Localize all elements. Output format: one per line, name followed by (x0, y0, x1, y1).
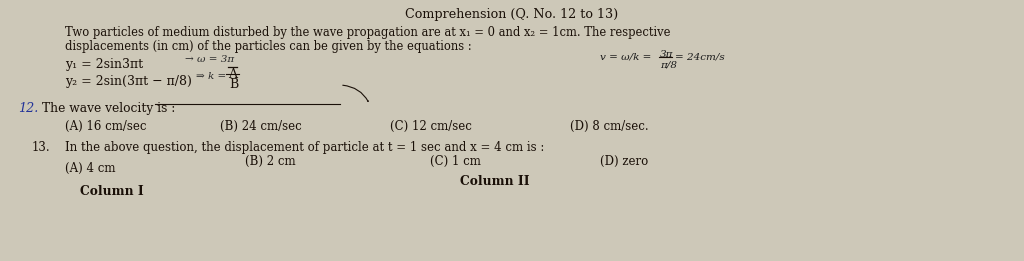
Text: π/8: π/8 (660, 60, 677, 69)
Text: Column II: Column II (460, 175, 529, 188)
Text: (C) 1 cm: (C) 1 cm (430, 155, 481, 168)
Text: 13.: 13. (32, 141, 50, 154)
Text: 12.: 12. (18, 102, 38, 115)
Text: A: A (228, 68, 237, 81)
Text: (A) 16 cm/sec: (A) 16 cm/sec (65, 120, 146, 133)
Text: Two particles of medium disturbed by the wave propagation are at x₁ = 0 and x₂ =: Two particles of medium disturbed by the… (65, 26, 671, 39)
Text: (B) 24 cm/sec: (B) 24 cm/sec (220, 120, 302, 133)
Text: (A) 4 cm: (A) 4 cm (65, 162, 116, 175)
Text: (D) zero: (D) zero (600, 155, 648, 168)
Text: = 24cm/s: = 24cm/s (675, 52, 725, 61)
Text: The wave velocity is :: The wave velocity is : (42, 102, 175, 115)
Text: (D) 8 cm/sec.: (D) 8 cm/sec. (570, 120, 648, 133)
Text: (B) 2 cm: (B) 2 cm (245, 155, 296, 168)
Text: In the above question, the displacement of particle at t = 1 sec and x = 4 cm is: In the above question, the displacement … (65, 141, 545, 154)
Text: → ω = 3π: → ω = 3π (185, 55, 234, 64)
Text: v = ω/k =: v = ω/k = (600, 52, 651, 61)
Text: Comprehension (Q. No. 12 to 13): Comprehension (Q. No. 12 to 13) (406, 8, 618, 21)
Text: displacements (in cm) of the particles can be given by the equations :: displacements (in cm) of the particles c… (65, 40, 472, 53)
Text: B: B (229, 78, 239, 91)
Text: 3π: 3π (660, 50, 674, 59)
Text: y₁ = 2sin3πt: y₁ = 2sin3πt (65, 58, 143, 71)
Text: (C) 12 cm/sec: (C) 12 cm/sec (390, 120, 472, 133)
Text: ⇒ k =: ⇒ k = (196, 72, 226, 81)
FancyArrowPatch shape (343, 85, 369, 102)
Text: y₂ = 2sin(3πt − π/8): y₂ = 2sin(3πt − π/8) (65, 75, 191, 88)
Text: Column I: Column I (80, 185, 143, 198)
